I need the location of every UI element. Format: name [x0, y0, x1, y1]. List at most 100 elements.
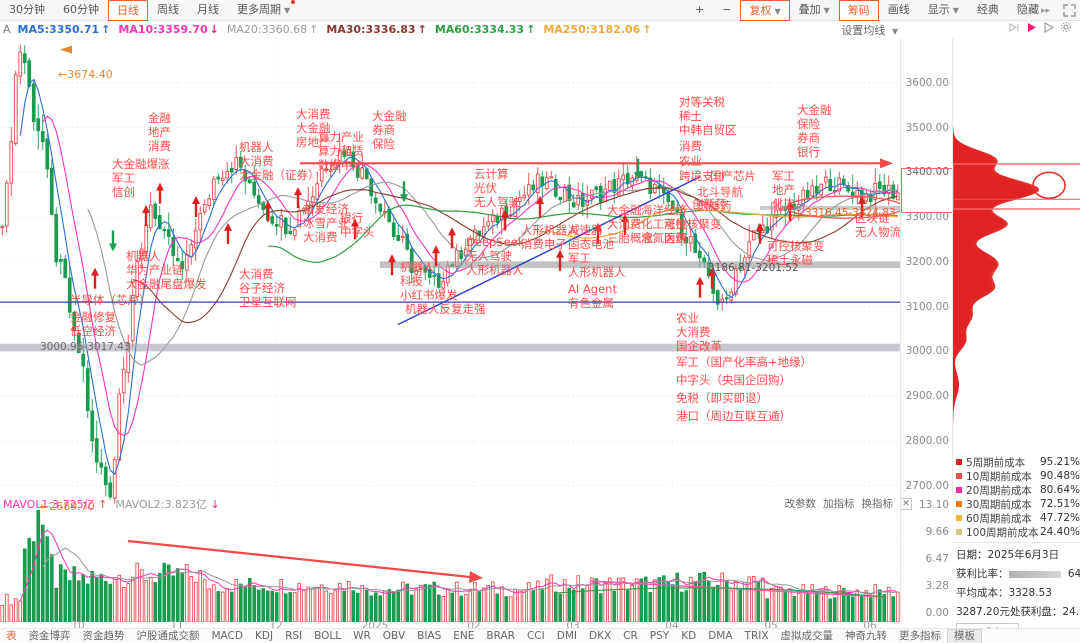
period-button-0[interactable]: 30分钟	[9, 2, 45, 16]
sell-arrow-1	[634, 158, 642, 180]
indicator-tab-MACD[interactable]: MACD	[211, 629, 243, 642]
indicator-tab-WR[interactable]: WR	[353, 629, 371, 642]
buy-arrow-2	[156, 182, 164, 204]
buy-arrow-6	[294, 187, 302, 209]
chart-annotation-39: DeepSeek	[466, 235, 525, 249]
chart-annotation-33: 科技	[400, 274, 423, 288]
chart-annotation-43: 消费电子	[521, 237, 567, 251]
play-forward-icon[interactable]	[1043, 21, 1054, 33]
price-tick-4: 3200.00	[905, 255, 949, 268]
toolbar-button-3[interactable]: 叠加 ▼	[798, 2, 830, 16]
toolbar-button-0[interactable]: +	[695, 2, 705, 16]
ellipse-annotation	[786, 195, 900, 219]
ma-indicator-row: A MA5:3350.71 ↑ MA10:3359.70 ↓ MA20:3360.68 ↑…	[0, 21, 1080, 38]
toolbar-button-4[interactable]: 筹码	[838, 0, 879, 21]
toolbar-button-6[interactable]: 显示 ▼	[927, 2, 959, 16]
indicator-tab-资金博弈[interactable]: 资金博弈	[28, 629, 71, 642]
period-button-1[interactable]: 60分钟	[63, 2, 99, 16]
price-tick-0: 3600.00	[905, 76, 949, 89]
indicator-tab-虚拟成交量[interactable]: 虚拟成交量	[780, 629, 834, 642]
chart-annotation-50: 大金融	[607, 203, 642, 217]
indicator-tab-BOLL[interactable]: BOLL	[314, 629, 342, 642]
change-params-button[interactable]: 改参数	[784, 498, 817, 510]
resistance-band	[760, 205, 900, 210]
indicator-tab-KD[interactable]: KD	[681, 629, 697, 642]
indicator-tab-KDJ[interactable]: KDJ	[254, 629, 274, 642]
buy-arrow-0	[91, 267, 99, 289]
indicator-tab-神奇九转[interactable]: 神奇九转	[845, 629, 888, 642]
indicator-tab-沪股通成交额[interactable]: 沪股通成交额	[136, 629, 200, 642]
chart-annotation-53: 海洋经济	[641, 203, 687, 217]
stat-at-price: 3287.20元处获利盘：24.96%	[956, 606, 1080, 618]
notification-dot-icon	[291, 0, 296, 4]
indicator-tab-BIAS[interactable]: BIAS	[417, 629, 442, 642]
period-button-3[interactable]: 周线	[157, 2, 179, 16]
volume-chart[interactable]	[0, 497, 900, 622]
toolbar-button-5[interactable]: 画线	[887, 2, 910, 16]
chip-legend-row-2: 20周期前成本 80.64%	[952, 483, 1080, 497]
chart-annotation-56: 可控核聚变	[664, 217, 722, 231]
price-tick-1: 3500.00	[905, 121, 949, 134]
step-back-icon[interactable]	[1009, 22, 1020, 33]
volume-tick-2: 6.47	[925, 553, 949, 565]
period-button-5[interactable]: 更多周期 ▼	[228, 0, 304, 21]
expand-icon[interactable]	[1063, 3, 1076, 17]
indicator-tab-PSY[interactable]: PSY	[649, 629, 670, 642]
indicator-tab-BRAR[interactable]: BRAR	[486, 629, 515, 642]
indicator-tab-RSI[interactable]: RSI	[285, 629, 303, 642]
chart-annotation-59: 对等关税	[679, 95, 725, 109]
indicator-tab-ENE[interactable]: ENE	[453, 629, 475, 642]
chip-legend-row-0: 5周期前成本 95.21%	[952, 455, 1080, 469]
chevron-down-icon: ▼	[952, 5, 959, 15]
toolbar-button-2[interactable]: 复权 ▼	[740, 0, 790, 21]
indicator-tab-DMA[interactable]: DMA	[708, 629, 733, 642]
indicator-tab-DKX[interactable]: DKX	[588, 629, 612, 642]
chart-annotation-5: 大金融尾盘爆发	[126, 277, 207, 291]
chart-annotation-18: 大消费	[296, 107, 331, 121]
indicator-tab-CR[interactable]: CR	[623, 629, 638, 642]
buy-arrow-20	[858, 196, 866, 218]
chart-annotation-62: 消费	[679, 139, 702, 153]
chart-annotation-26: 大消费	[303, 230, 338, 244]
chart-annotation-77: 区块链	[855, 211, 890, 225]
indicator-tab-更多指标[interactable]: 更多指标	[899, 629, 942, 642]
set-ma-button[interactable]: 设置均线 ▼	[841, 24, 898, 37]
indicator-tab-资金趋势[interactable]: 资金趋势	[82, 629, 125, 642]
toolbar-button-8[interactable]: 隐藏 ▸▸	[1016, 2, 1050, 16]
indicator-tab-OBV[interactable]: OBV	[382, 629, 406, 642]
chart-annotation-71: 银行	[797, 145, 820, 159]
zone-label-2: 3316.45-3324.83	[805, 207, 896, 219]
gear-icon[interactable]	[1060, 21, 1072, 33]
playback-controls	[1009, 21, 1072, 33]
period-button-2[interactable]: 日线	[108, 0, 148, 21]
main-price-chart[interactable]	[0, 38, 900, 508]
stat-profit-ratio: 获利比率： 64.09%	[956, 568, 1080, 580]
chart-annotation-48: AI Agent	[568, 282, 617, 296]
period-button-4[interactable]: 月线	[197, 2, 219, 16]
chart-annotation-13: 大消费	[239, 154, 274, 168]
sell-arrow-2	[109, 230, 117, 252]
indicator-tab-TRIX[interactable]: TRIX	[744, 629, 769, 642]
buy-arrow-17	[708, 267, 716, 289]
switch-indicator-button[interactable]: 换指标	[861, 498, 894, 510]
indicator-tab-模板[interactable]: 模板	[947, 628, 983, 643]
indicator-tab-DMI[interactable]: DMI	[556, 629, 577, 642]
chart-annotation-82: 军工（国产化率高+地缘）	[676, 355, 813, 369]
toolbar-button-7[interactable]: 经典	[976, 2, 999, 16]
indicator-tab-CCI[interactable]: CCI	[526, 629, 545, 642]
toolbar-right-group: + − 复权 ▼ 叠加 ▼ 筹码 画线 显示 ▼ 经典 隐藏 ▸▸	[686, 0, 1059, 21]
ma-item-0: MA5:3350.71 ↑	[17, 23, 111, 36]
chart-annotation-73: 地产	[772, 183, 795, 197]
indicator-tab-表[interactable]: 表	[6, 629, 17, 642]
add-indicator-button[interactable]: 加指标	[823, 498, 855, 510]
support-band-2	[380, 261, 900, 269]
chart-annotation-81: 国企改革	[676, 339, 722, 353]
play-icon[interactable]	[1026, 22, 1037, 33]
price-tick-6: 3000.00	[905, 345, 949, 358]
chart-annotation-54: 化工涨价	[641, 217, 687, 231]
price-tick-3: 3300.00	[905, 211, 949, 224]
mavol2-value: MAVOL2:3.823亿 ↓	[115, 498, 220, 511]
ma-item-2: MA20:3360.68 ↑	[226, 23, 319, 36]
indicator-tab-bar: 表资金博弈 资金趋势 沪股通成交额 MACD KDJ RSI BOLL WR OBV BIAS EN…	[0, 628, 1080, 643]
toolbar-button-1[interactable]: −	[722, 2, 732, 16]
